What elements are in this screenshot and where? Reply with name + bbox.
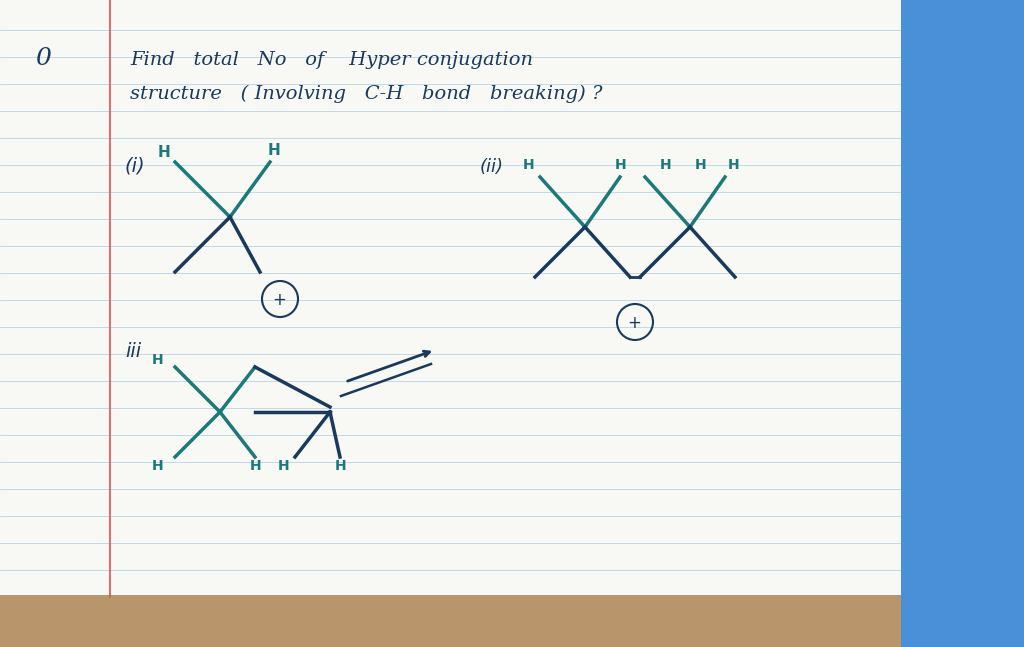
Text: iii: iii [125, 342, 141, 361]
FancyBboxPatch shape [0, 595, 901, 647]
Text: H: H [335, 459, 347, 473]
FancyBboxPatch shape [0, 0, 901, 608]
FancyBboxPatch shape [901, 0, 1024, 647]
Text: H: H [152, 459, 164, 473]
Text: (ii): (ii) [480, 158, 504, 176]
Text: H: H [250, 459, 261, 473]
Text: +: + [627, 314, 641, 332]
Text: H: H [728, 158, 739, 172]
Text: H: H [152, 353, 164, 367]
Text: structure   ( Involving   C-H   bond   breaking) ?: structure ( Involving C-H bond breaking)… [130, 85, 602, 103]
Text: H: H [158, 145, 171, 160]
Text: H: H [523, 158, 535, 172]
Text: (i): (i) [125, 157, 145, 176]
Text: 0: 0 [35, 47, 51, 70]
Text: Find   total   No   of    Hyper conjugation: Find total No of Hyper conjugation [130, 51, 534, 69]
Text: H: H [268, 143, 281, 158]
Text: H: H [695, 158, 707, 172]
Text: H: H [660, 158, 672, 172]
Text: +: + [272, 291, 286, 309]
Text: H: H [278, 459, 290, 473]
Text: H: H [615, 158, 627, 172]
